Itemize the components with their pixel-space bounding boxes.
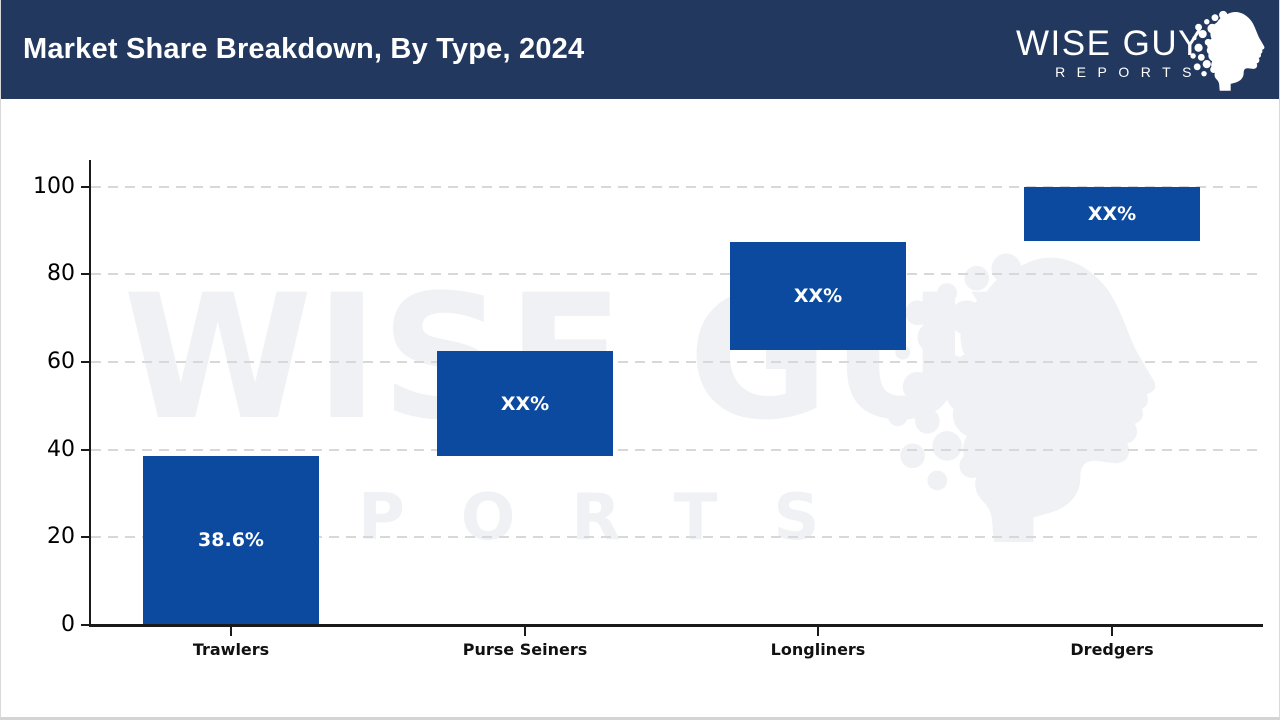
y-tick-mark	[81, 624, 89, 626]
y-tick-label: 100	[33, 173, 75, 199]
brand-logo-line2: REPORTS	[1055, 64, 1203, 80]
brand-logo-text: WISE GUY REPORTS	[1015, 24, 1203, 81]
gridline-60	[91, 360, 1263, 363]
y-tick-mark	[81, 536, 89, 539]
x-category-label: Purse Seiners	[462, 640, 588, 659]
bar-purse-seiners: XX%	[437, 351, 613, 456]
y-tick-label: 0	[61, 612, 75, 637]
brand-logo: WISE GUY REPORTS	[1016, 8, 1271, 97]
header-bar: Market Share Breakdown, By Type, 2024 WI…	[1, 0, 1279, 99]
y-axis-line	[89, 160, 91, 627]
page-title: Market Share Breakdown, By Type, 2024	[23, 33, 585, 65]
watermark-head-icon	[887, 253, 1156, 543]
x-tick-mark	[817, 627, 819, 636]
gridline-100	[91, 185, 1263, 188]
gridline-20	[91, 536, 1263, 539]
y-tick-mark	[81, 273, 89, 276]
y-tick-mark	[81, 360, 89, 363]
bar-dredgers: XX%	[1024, 186, 1200, 242]
x-tick-mark	[1111, 627, 1113, 636]
bar-value-label: 38.6%	[198, 529, 264, 552]
x-axis-line	[89, 624, 1263, 627]
y-tick-label: 20	[47, 524, 75, 550]
x-tick-mark	[230, 627, 232, 636]
bar-longliners: XX%	[730, 242, 906, 351]
bar-value-label: XX%	[1087, 202, 1137, 225]
gridline-80	[91, 273, 1263, 276]
brand-head-icon	[1190, 10, 1265, 91]
bar-trawlers: 38.6%	[143, 455, 319, 625]
bar-value-label: XX%	[500, 392, 550, 415]
gridline-40	[91, 448, 1263, 451]
y-tick-label: 60	[47, 348, 75, 374]
y-tick-mark	[81, 448, 89, 451]
x-category-label: Dredgers	[1070, 640, 1154, 659]
y-tick-mark	[81, 185, 89, 188]
y-tick-label: 40	[47, 436, 75, 462]
x-tick-mark	[524, 627, 526, 636]
y-tick-label: 80	[47, 261, 75, 287]
x-category-label: Trawlers	[192, 640, 270, 659]
brand-logo-line1: WISE GUY	[1015, 24, 1203, 63]
bar-value-label: XX%	[793, 285, 843, 308]
x-category-label: Longliners	[770, 640, 866, 659]
